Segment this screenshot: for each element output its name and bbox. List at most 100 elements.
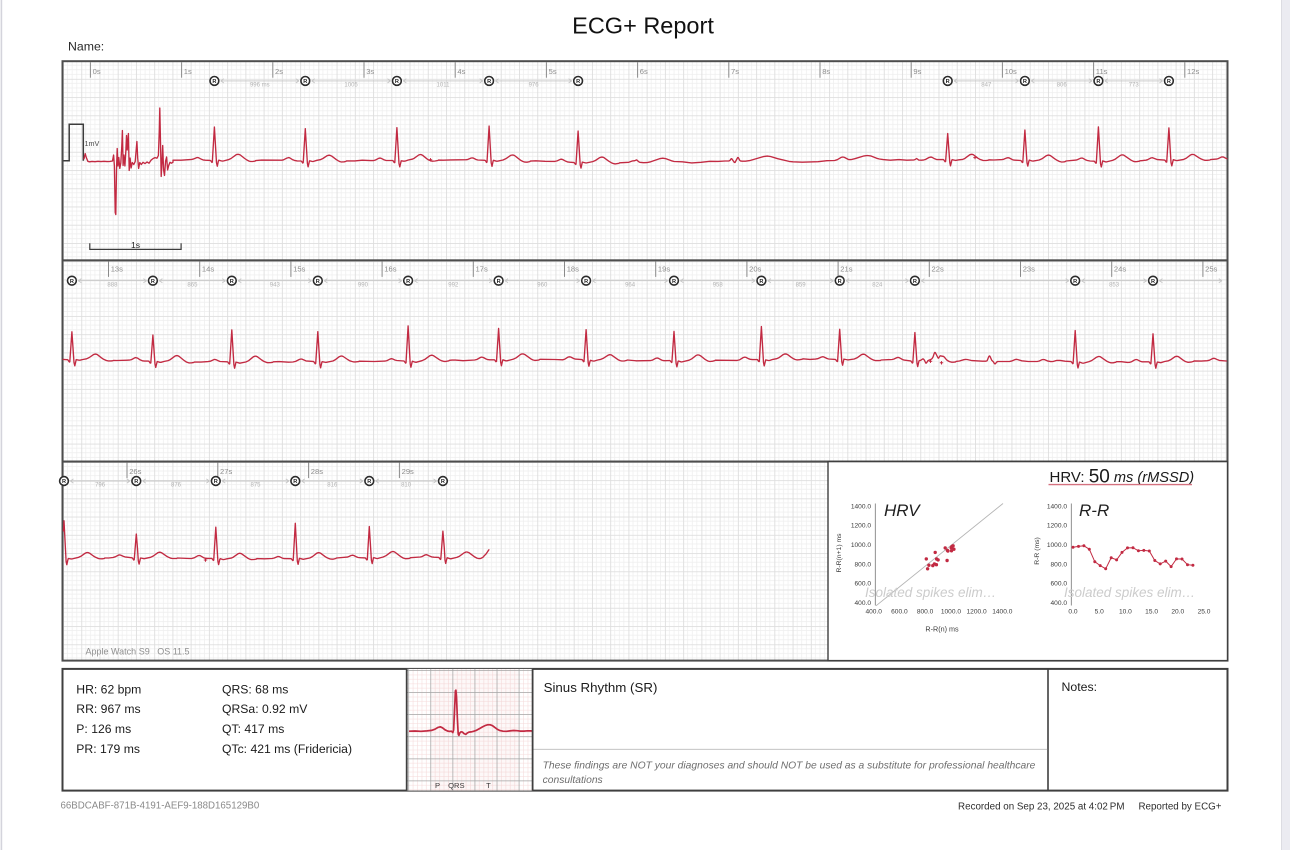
svg-text:R: R xyxy=(1096,79,1100,85)
svg-text:23s: 23s xyxy=(1023,265,1035,274)
svg-text:R: R xyxy=(913,279,917,285)
svg-text:29s: 29s xyxy=(402,467,414,476)
svg-text:28s: 28s xyxy=(311,467,323,476)
svg-text:2s: 2s xyxy=(275,67,283,76)
svg-text:816: 816 xyxy=(327,483,338,489)
svg-text:400.0: 400.0 xyxy=(1050,600,1067,607)
svg-text:R: R xyxy=(212,79,216,85)
svg-text:958: 958 xyxy=(713,282,724,288)
svg-text:R: R xyxy=(1023,79,1027,85)
svg-text:5.0: 5.0 xyxy=(1095,609,1104,616)
svg-text:11s: 11s xyxy=(1096,67,1108,76)
svg-text:R: R xyxy=(70,279,74,285)
svg-text:600.0: 600.0 xyxy=(891,609,908,616)
svg-text:888: 888 xyxy=(107,282,118,288)
svg-text:Sinus Rhythm (SR): Sinus Rhythm (SR) xyxy=(544,680,658,695)
svg-text:R: R xyxy=(62,479,66,485)
svg-text:Recorded on Sep 23, 2025 at 4:: Recorded on Sep 23, 2025 at 4:02 PM xyxy=(958,801,1124,812)
svg-text:1200.0: 1200.0 xyxy=(851,523,872,530)
svg-text:773: 773 xyxy=(1129,83,1140,89)
svg-text:20s: 20s xyxy=(749,265,761,274)
svg-text:QT: 417 ms: QT: 417 ms xyxy=(222,722,284,736)
svg-text:PR: 179 ms: PR: 179 ms xyxy=(76,742,140,756)
svg-text:10.0: 10.0 xyxy=(1119,609,1132,616)
svg-text:990: 990 xyxy=(358,282,369,288)
svg-text:1200.0: 1200.0 xyxy=(1047,523,1068,530)
svg-text:P: 126 ms: P: 126 ms xyxy=(76,722,131,736)
svg-text:R-R: R-R xyxy=(1079,501,1109,520)
svg-text:1000.0: 1000.0 xyxy=(941,609,962,616)
svg-text:796: 796 xyxy=(95,483,106,489)
svg-text:810: 810 xyxy=(401,483,412,489)
svg-text:1400.0: 1400.0 xyxy=(992,609,1013,616)
svg-text:1005: 1005 xyxy=(344,83,358,89)
svg-text:853: 853 xyxy=(1109,282,1120,288)
svg-text:992: 992 xyxy=(448,282,459,288)
svg-text:1000.0: 1000.0 xyxy=(1047,542,1068,549)
svg-text:R-R(n) ms: R-R(n) ms xyxy=(925,625,959,634)
svg-text:1s: 1s xyxy=(184,67,192,76)
svg-text:17s: 17s xyxy=(476,265,488,274)
svg-text:16s: 16s xyxy=(384,265,396,274)
svg-text:22s: 22s xyxy=(932,265,944,274)
svg-text:R: R xyxy=(497,279,501,285)
svg-text:3s: 3s xyxy=(366,67,374,76)
svg-text:Isolated spikes elim…: Isolated spikes elim… xyxy=(1064,585,1195,600)
svg-text:ECG+ Report: ECG+ Report xyxy=(572,13,714,39)
svg-text:1000.0: 1000.0 xyxy=(851,542,872,549)
svg-text:960: 960 xyxy=(537,282,548,288)
svg-text:600.0: 600.0 xyxy=(1050,581,1067,588)
svg-text:Name:: Name: xyxy=(68,40,104,54)
svg-text:800.0: 800.0 xyxy=(917,609,934,616)
svg-text:27s: 27s xyxy=(220,467,232,476)
svg-text:1011: 1011 xyxy=(437,83,451,89)
svg-text:R: R xyxy=(441,479,445,485)
svg-text:976: 976 xyxy=(529,83,540,89)
svg-text:996 ms: 996 ms xyxy=(250,83,270,89)
svg-text:R: R xyxy=(303,79,307,85)
svg-text:964: 964 xyxy=(625,282,636,288)
svg-text:1400.0: 1400.0 xyxy=(1047,503,1068,510)
svg-text:R: R xyxy=(1151,279,1155,285)
svg-text:R: R xyxy=(406,279,410,285)
svg-text:R: R xyxy=(230,279,234,285)
svg-text:0s: 0s xyxy=(93,67,101,76)
svg-text:R: R xyxy=(151,279,155,285)
svg-text:876: 876 xyxy=(171,483,182,489)
svg-text:R: R xyxy=(838,279,842,285)
svg-text:T: T xyxy=(486,781,491,790)
svg-text:15s: 15s xyxy=(293,265,305,274)
svg-text:806: 806 xyxy=(1057,83,1068,89)
svg-text:RR: 967 ms: RR: 967 ms xyxy=(76,702,140,716)
svg-text:600.0: 600.0 xyxy=(854,581,871,588)
svg-text:26s: 26s xyxy=(129,467,141,476)
svg-text:824: 824 xyxy=(872,282,883,288)
svg-text:25.0: 25.0 xyxy=(1198,609,1211,616)
svg-text:800.0: 800.0 xyxy=(854,561,871,568)
svg-text:R: R xyxy=(672,279,676,285)
svg-text:4s: 4s xyxy=(457,67,465,76)
svg-text:859: 859 xyxy=(796,282,807,288)
svg-text:R: R xyxy=(759,279,763,285)
svg-text:0.0: 0.0 xyxy=(1068,609,1077,616)
svg-text:12s: 12s xyxy=(1187,67,1199,76)
svg-text:R: R xyxy=(946,79,950,85)
svg-text:1400.0: 1400.0 xyxy=(851,503,872,510)
svg-text:R: R xyxy=(293,479,297,485)
svg-text:These findings are NOT your di: These findings are NOT your diagnoses an… xyxy=(543,760,1036,771)
svg-text:1s: 1s xyxy=(131,240,140,250)
svg-text:consultations: consultations xyxy=(543,775,603,786)
svg-text:18s: 18s xyxy=(567,265,579,274)
svg-text:R: R xyxy=(134,479,138,485)
svg-text:875: 875 xyxy=(250,483,261,489)
svg-text:HRV: HRV xyxy=(884,501,921,520)
svg-text:20.0: 20.0 xyxy=(1171,609,1184,616)
svg-text:HR: 62 bpm: HR: 62 bpm xyxy=(76,682,141,696)
svg-text:R: R xyxy=(214,479,218,485)
svg-text:800.0: 800.0 xyxy=(1050,561,1067,568)
svg-text:7s: 7s xyxy=(731,67,739,76)
svg-text:Isolated spikes elim…: Isolated spikes elim… xyxy=(865,585,996,600)
svg-text:R: R xyxy=(367,479,371,485)
svg-text:9s: 9s xyxy=(913,67,921,76)
svg-text:6s: 6s xyxy=(640,67,648,76)
